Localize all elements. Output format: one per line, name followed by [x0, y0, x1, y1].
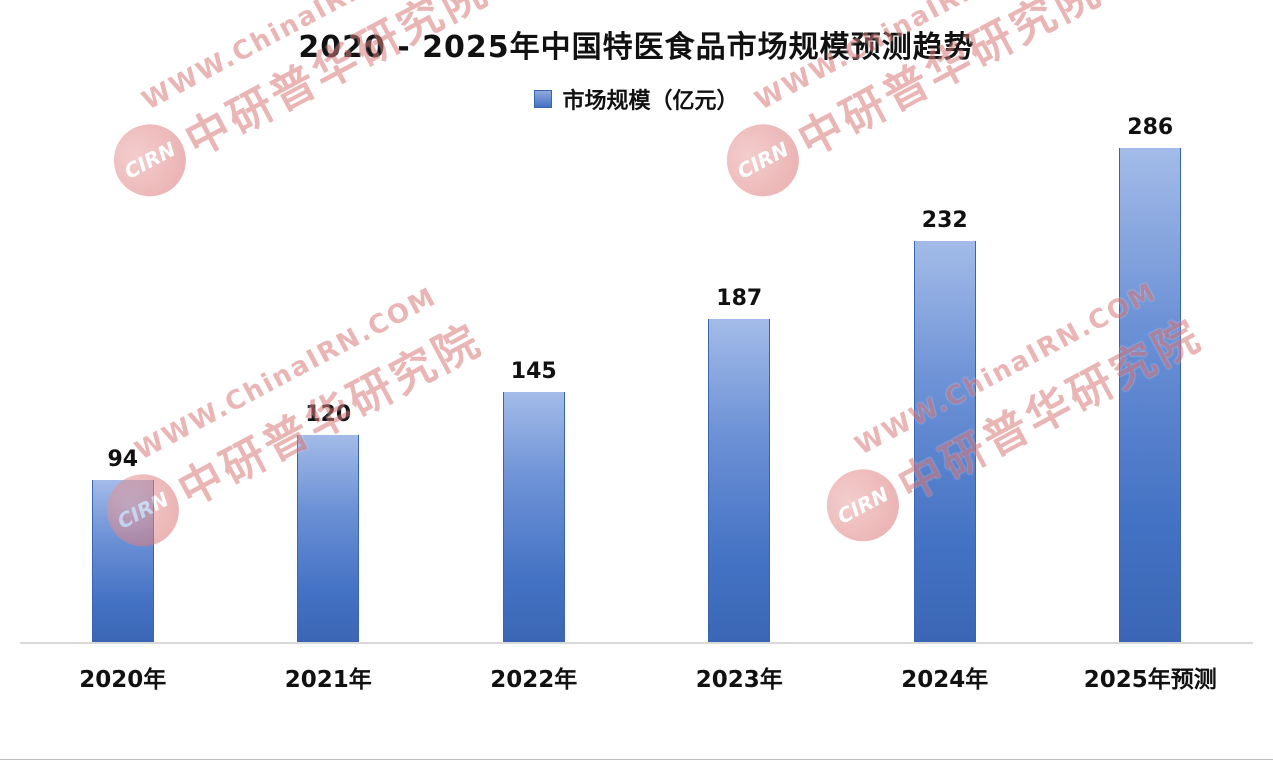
x-axis-label: 2025年预测	[1083, 667, 1217, 693]
x-axis-label: 2024年	[901, 667, 989, 693]
bar-value-label: 120	[305, 402, 352, 427]
plot-area: 94 120 145 187 232 286	[20, 115, 1253, 642]
legend: 市场规模（亿元）	[0, 84, 1273, 114]
x-axis-label: 2021年	[284, 667, 372, 693]
bar-cell: 120	[226, 402, 432, 642]
x-axis-label: 2022年	[490, 667, 578, 693]
bar	[91, 480, 154, 642]
bar-value-label: 187	[716, 286, 763, 311]
bar	[708, 319, 771, 642]
bar	[1119, 148, 1182, 642]
bar	[297, 435, 360, 642]
bar	[502, 392, 565, 642]
x-axis-labels: 2020年 2021年 2022年 2023年 2024年 2025年预测	[20, 642, 1253, 694]
bar-cell: 145	[431, 359, 637, 642]
chart-title: 2020 - 2025年中国特医食品市场规模预测趋势	[298, 30, 975, 65]
bar-value-label: 232	[921, 208, 968, 233]
legend-label: 市场规模（亿元）	[562, 89, 739, 114]
bar-cell: 286	[1048, 115, 1254, 642]
bar-value-label: 286	[1127, 115, 1174, 140]
bar-value-label: 145	[510, 359, 557, 384]
legend-swatch-icon	[534, 90, 553, 108]
bar-cell: 94	[20, 447, 226, 642]
bar-cell: 232	[842, 208, 1048, 642]
bar	[913, 241, 976, 642]
x-axis-label: 2020年	[79, 667, 167, 693]
bars-row: 94 120 145 187 232 286	[20, 115, 1253, 642]
x-axis-label: 2023年	[695, 667, 783, 693]
bar-value-label: 94	[107, 447, 139, 472]
bar-cell: 187	[637, 286, 843, 642]
